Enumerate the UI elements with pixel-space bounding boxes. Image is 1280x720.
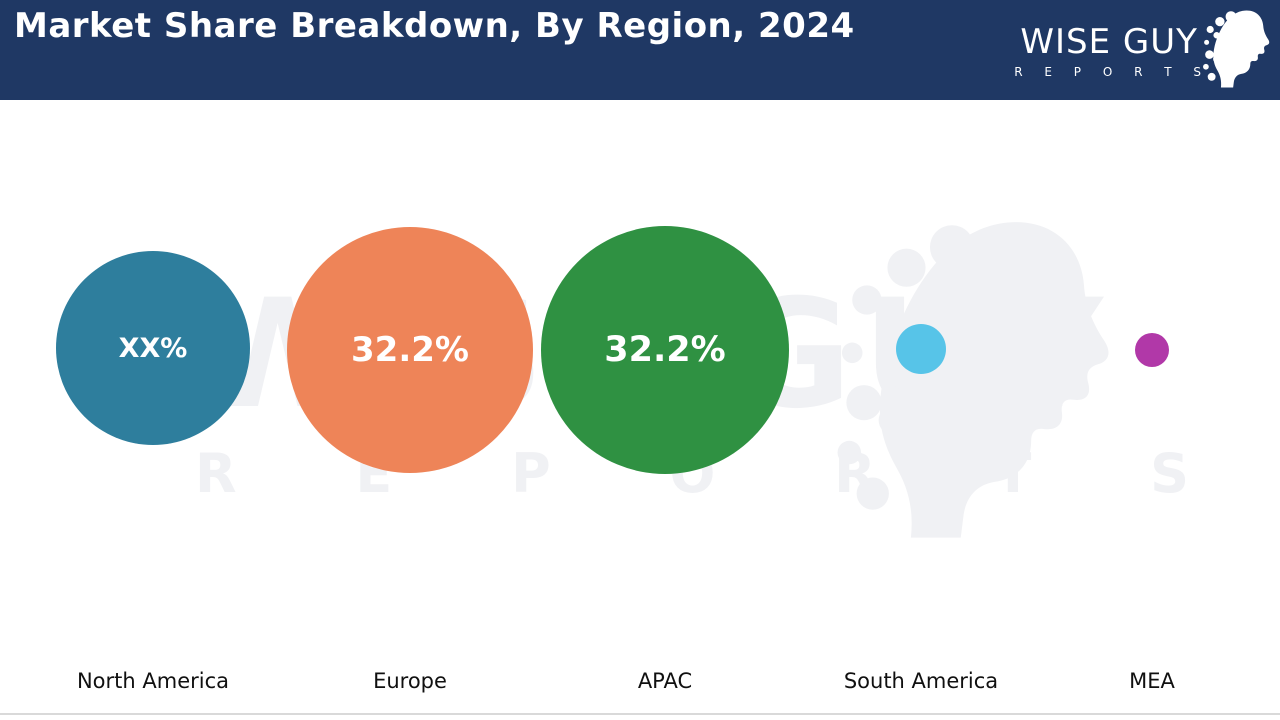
- bubble-south-america[interactable]: [896, 324, 946, 374]
- bubble-north-america[interactable]: XX%: [56, 251, 250, 445]
- page-title: Market Share Breakdown, By Region, 2024: [14, 6, 855, 46]
- bubble-value-label: XX%: [118, 332, 188, 364]
- brand-logo: WISE GUY R E P O R T S: [1014, 6, 1272, 96]
- bottom-divider: [0, 713, 1280, 715]
- header-bar: Market Share Breakdown, By Region, 2024 …: [0, 0, 1280, 100]
- brand-reports-text: R E P O R T S: [1014, 65, 1210, 79]
- bubble-value-label: 32.2%: [604, 330, 726, 370]
- bubble-europe[interactable]: 32.2%: [287, 227, 533, 473]
- brand-wordmark: WISE GUY: [1020, 22, 1198, 62]
- bubble-value-label: 32.2%: [351, 330, 469, 370]
- watermark-head-silhouette-icon: [837, 222, 1109, 538]
- category-label-mea: MEA: [1129, 669, 1175, 693]
- category-label-south-america: South America: [843, 669, 999, 693]
- brand-head-silhouette-icon: [1203, 10, 1270, 88]
- bubble-mea[interactable]: [1135, 333, 1169, 367]
- brand-logo-text: WISE GUY R E P O R T S: [1008, 22, 1210, 79]
- bubble-apac[interactable]: 32.2%: [541, 226, 789, 474]
- category-label-europe: Europe: [373, 669, 447, 693]
- category-label-apac: APAC: [637, 669, 693, 693]
- category-label-north-america: North America: [76, 669, 230, 693]
